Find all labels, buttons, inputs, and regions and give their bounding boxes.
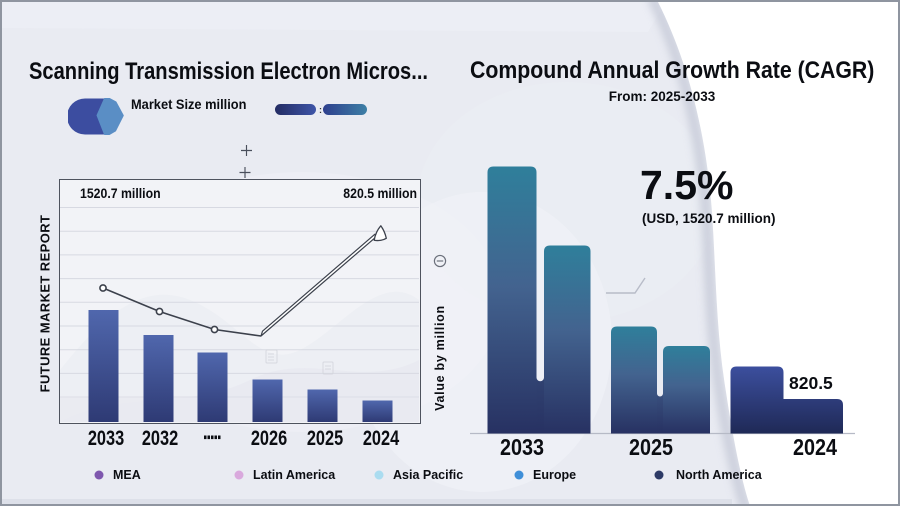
svg-text::: : [319, 105, 322, 115]
